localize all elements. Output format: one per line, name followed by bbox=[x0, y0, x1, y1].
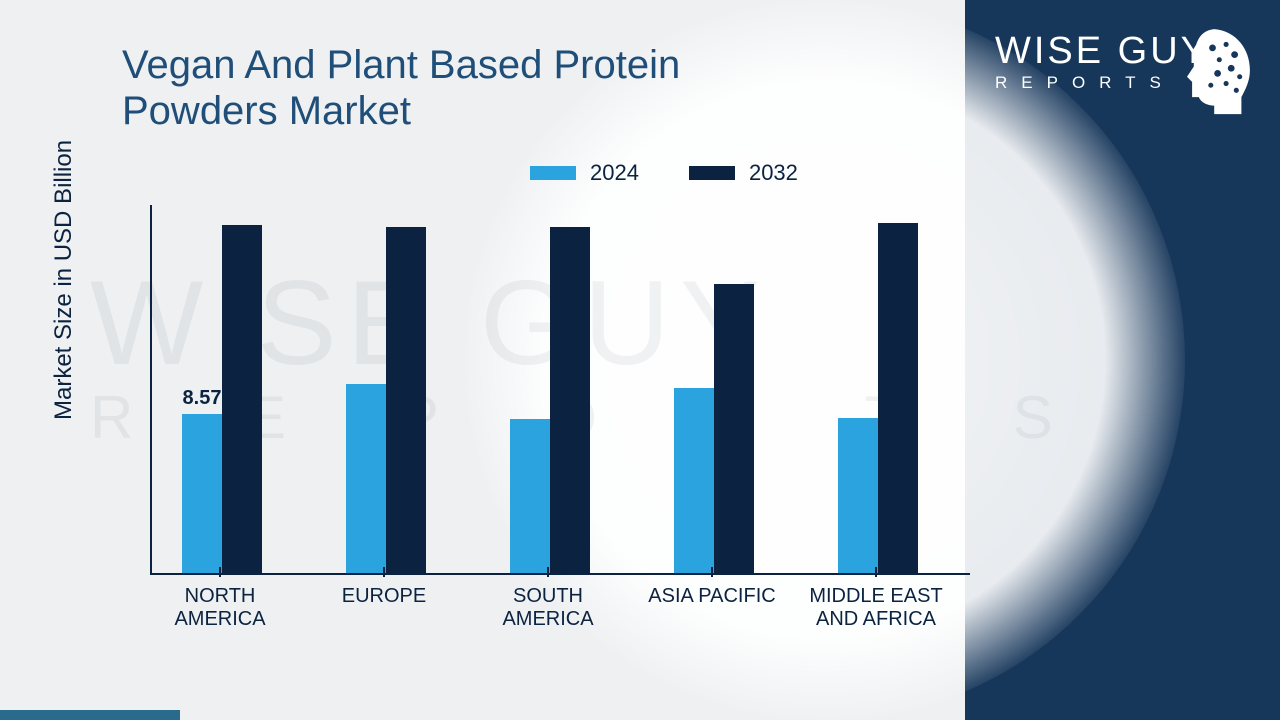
legend-swatch-2024 bbox=[530, 166, 576, 180]
x-axis-category-label: NORTH AMERICA bbox=[145, 585, 295, 631]
x-tick bbox=[547, 567, 549, 577]
legend-item-2032: 2032 bbox=[689, 160, 798, 186]
x-axis-category-label: EUROPE bbox=[309, 585, 459, 608]
y-axis-label: Market Size in USD Billion bbox=[50, 140, 78, 420]
bar-2032 bbox=[222, 225, 262, 573]
chart-title: Vegan And Plant Based Protein Powders Ma… bbox=[122, 42, 762, 134]
x-tick bbox=[711, 567, 713, 577]
x-tick bbox=[219, 567, 221, 577]
x-label-col: ASIA PACIFIC bbox=[652, 577, 772, 687]
x-label-col: NORTH AMERICA bbox=[160, 577, 280, 687]
legend-label-2032: 2032 bbox=[749, 160, 798, 186]
x-label-col: MIDDLE EAST AND AFRICA bbox=[816, 577, 936, 687]
bar-2032 bbox=[714, 284, 754, 573]
legend-label-2024: 2024 bbox=[590, 160, 639, 186]
bar-2024 bbox=[346, 384, 386, 573]
bar-2032 bbox=[550, 227, 590, 573]
x-axis-category-label: MIDDLE EAST AND AFRICA bbox=[801, 585, 951, 631]
bar-2032 bbox=[878, 223, 918, 573]
legend-swatch-2032 bbox=[689, 166, 735, 180]
x-axis-category-label: SOUTH AMERICA bbox=[473, 585, 623, 631]
bottom-accent-bar bbox=[0, 710, 180, 720]
bar-2024 bbox=[838, 418, 878, 573]
bar-2024 bbox=[674, 388, 714, 573]
x-label-col: SOUTH AMERICA bbox=[488, 577, 608, 687]
plot-area: 8.57 bbox=[150, 205, 970, 575]
x-tick bbox=[875, 567, 877, 577]
x-axis-labels: NORTH AMERICA EUROPE SOUTH AMERICA ASIA PAC… bbox=[150, 577, 970, 687]
bar-2024 bbox=[182, 414, 222, 573]
chart-page: WISE GUY REPORTS WISE GUY R E P O R T S … bbox=[0, 0, 1280, 720]
brain-head-icon bbox=[1170, 25, 1255, 120]
x-label-col: EUROPE bbox=[324, 577, 444, 687]
bar-2032 bbox=[386, 227, 426, 573]
bar-chart: 2024 2032 Market Size in USD Billion 8.5… bbox=[60, 160, 980, 690]
x-axis-category-label: ASIA PACIFIC bbox=[637, 585, 787, 608]
legend: 2024 2032 bbox=[530, 160, 798, 186]
legend-item-2024: 2024 bbox=[530, 160, 639, 186]
x-tick bbox=[383, 567, 385, 577]
bar-2024 bbox=[510, 419, 550, 573]
brand-logo: WISE GUY REPORTS bbox=[995, 30, 1250, 115]
